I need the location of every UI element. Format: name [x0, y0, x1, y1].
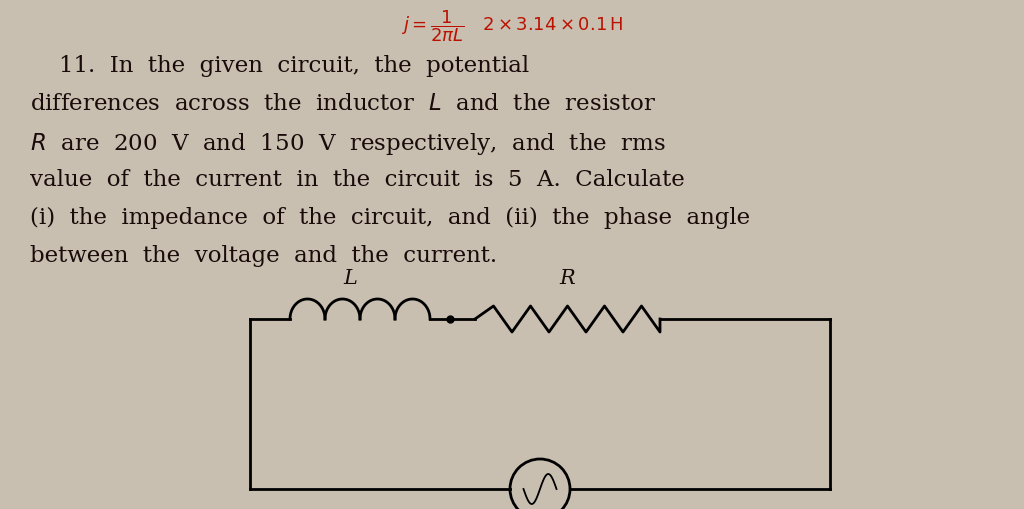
- Text: between  the  voltage  and  the  current.: between the voltage and the current.: [30, 244, 497, 267]
- Text: $j = \dfrac{1}{2\pi L} \quad 2 \times 3.14 \times 0.1\,\mathrm{H}$: $j = \dfrac{1}{2\pi L} \quad 2 \times 3.…: [400, 8, 624, 44]
- Text: differences  across  the  inductor  $L$  and  the  resistor: differences across the inductor $L$ and …: [30, 93, 656, 115]
- Text: L: L: [343, 268, 357, 288]
- Text: (i)  the  impedance  of  the  circuit,  and  (ii)  the  phase  angle: (i) the impedance of the circuit, and (i…: [30, 207, 751, 229]
- Text: R: R: [560, 268, 575, 288]
- Text: $R$  are  200  V  and  150  V  respectively,  and  the  rms: $R$ are 200 V and 150 V respectively, an…: [30, 131, 666, 157]
- Text: 11.  In  the  given  circuit,  the  potential: 11. In the given circuit, the potential: [30, 55, 529, 77]
- Text: value  of  the  current  in  the  circuit  is  5  A.  Calculate: value of the current in the circuit is 5…: [30, 168, 685, 191]
